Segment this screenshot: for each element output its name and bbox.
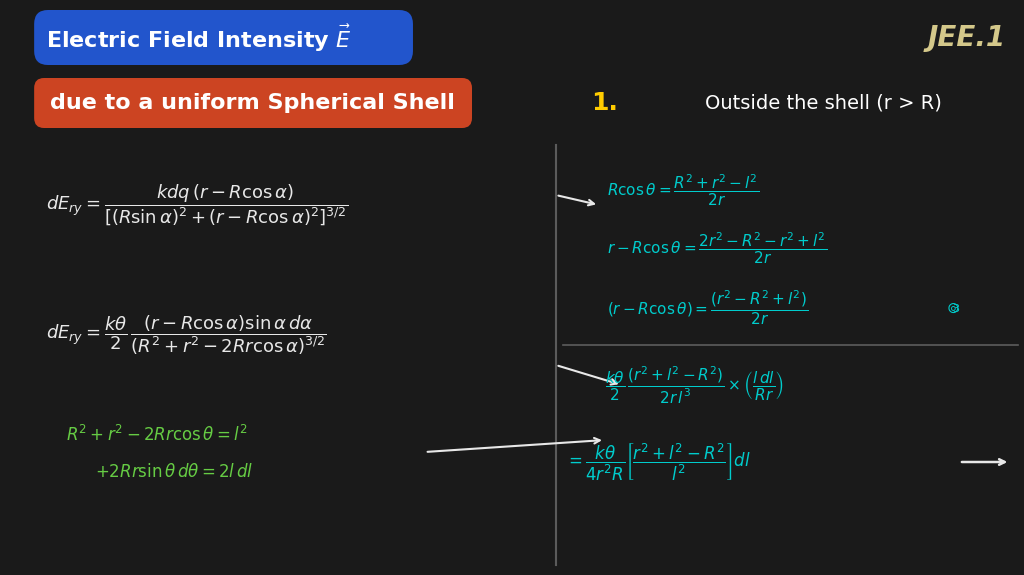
Text: $dE_{ry} = \dfrac{k\theta}{2}\,\dfrac{(r - R\cos\alpha)\sin\alpha\,d\alpha}{(R^2: $dE_{ry} = \dfrac{k\theta}{2}\,\dfrac{(r… — [46, 313, 327, 357]
FancyBboxPatch shape — [34, 78, 472, 128]
Text: $r - R\cos\theta = \dfrac{2r^2 - R^2 - r^2 + l^2}{2r}$: $r - R\cos\theta = \dfrac{2r^2 - R^2 - r… — [607, 230, 826, 266]
Text: $\dfrac{k\theta}{2}\,\dfrac{(r^2 + l^2 - R^2)}{2r\,l^3} \times \left(\dfrac{l\,d: $\dfrac{k\theta}{2}\,\dfrac{(r^2 + l^2 -… — [605, 365, 784, 405]
Text: $R^2 + r^2 - 2Rr\cos\theta = l^2$: $R^2 + r^2 - 2Rr\cos\theta = l^2$ — [66, 425, 248, 445]
Text: 1.: 1. — [592, 91, 618, 115]
Text: Electric Field Intensity $\vec{E}$: Electric Field Intensity $\vec{E}$ — [46, 22, 352, 53]
Text: $\circledcirc$: $\circledcirc$ — [946, 301, 959, 316]
Text: $dE_{ry} = \dfrac{kdq\,(r - R\cos\alpha)}{\left[(R\sin\alpha)^2 + (r - R\cos\alp: $dE_{ry} = \dfrac{kdq\,(r - R\cos\alpha)… — [46, 182, 348, 228]
Text: $3$: $3$ — [952, 302, 961, 314]
Text: $(r - R\cos\theta) = \dfrac{(r^2 - R^2 + l^2)}{2r}$: $(r - R\cos\theta) = \dfrac{(r^2 - R^2 +… — [607, 289, 808, 327]
Text: JEE.1: JEE.1 — [927, 24, 1006, 52]
Text: $+ 2Rr\sin\theta\,d\theta = 2l\,dl$: $+ 2Rr\sin\theta\,d\theta = 2l\,dl$ — [95, 463, 254, 481]
FancyBboxPatch shape — [34, 10, 413, 65]
Text: $= \dfrac{k\theta}{4r^2R}\left[\dfrac{r^2 + l^2 - R^2}{l^2}\right]dl$: $= \dfrac{k\theta}{4r^2R}\left[\dfrac{r^… — [565, 441, 752, 482]
Text: $R\cos\theta = \dfrac{R^2 + r^2 - l^2}{2r}$: $R\cos\theta = \dfrac{R^2 + r^2 - l^2}{2… — [607, 172, 759, 208]
Text: Outside the shell (r > R): Outside the shell (r > R) — [705, 94, 942, 113]
Text: due to a uniform Spherical Shell: due to a uniform Spherical Shell — [50, 93, 455, 113]
